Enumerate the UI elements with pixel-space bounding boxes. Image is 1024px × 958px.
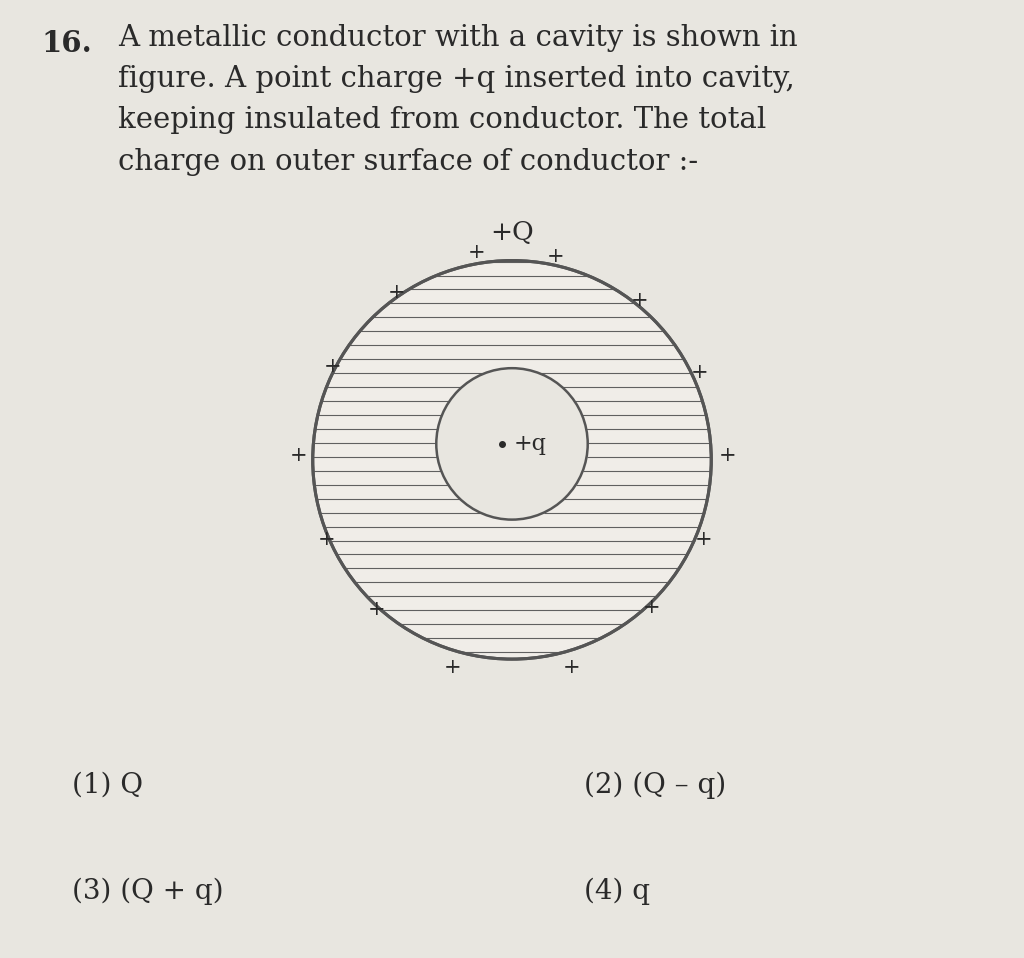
Text: +: + — [388, 283, 406, 302]
Text: (1) Q: (1) Q — [72, 772, 142, 799]
Text: +: + — [324, 356, 341, 376]
Text: 16.: 16. — [41, 29, 92, 57]
Circle shape — [436, 368, 588, 519]
Text: (2) (Q – q): (2) (Q – q) — [584, 772, 726, 799]
Text: (4) q: (4) q — [584, 878, 650, 904]
Text: +: + — [290, 446, 307, 466]
Text: +: + — [694, 530, 712, 549]
Text: +: + — [467, 243, 485, 262]
Text: +: + — [547, 247, 564, 266]
Text: +Q: +Q — [490, 219, 534, 244]
Text: +: + — [443, 657, 461, 676]
Text: +: + — [317, 530, 336, 549]
Text: +: + — [563, 657, 581, 676]
Text: +: + — [719, 446, 736, 466]
Text: +: + — [690, 363, 709, 381]
Circle shape — [312, 261, 712, 659]
Text: +q: +q — [514, 433, 547, 455]
Text: +: + — [631, 291, 648, 310]
Text: (3) (Q + q): (3) (Q + q) — [72, 878, 223, 904]
Text: +: + — [368, 600, 385, 619]
Text: A metallic conductor with a cavity is shown in
figure. A point charge +q inserte: A metallic conductor with a cavity is sh… — [118, 24, 798, 175]
Text: +: + — [643, 598, 660, 617]
